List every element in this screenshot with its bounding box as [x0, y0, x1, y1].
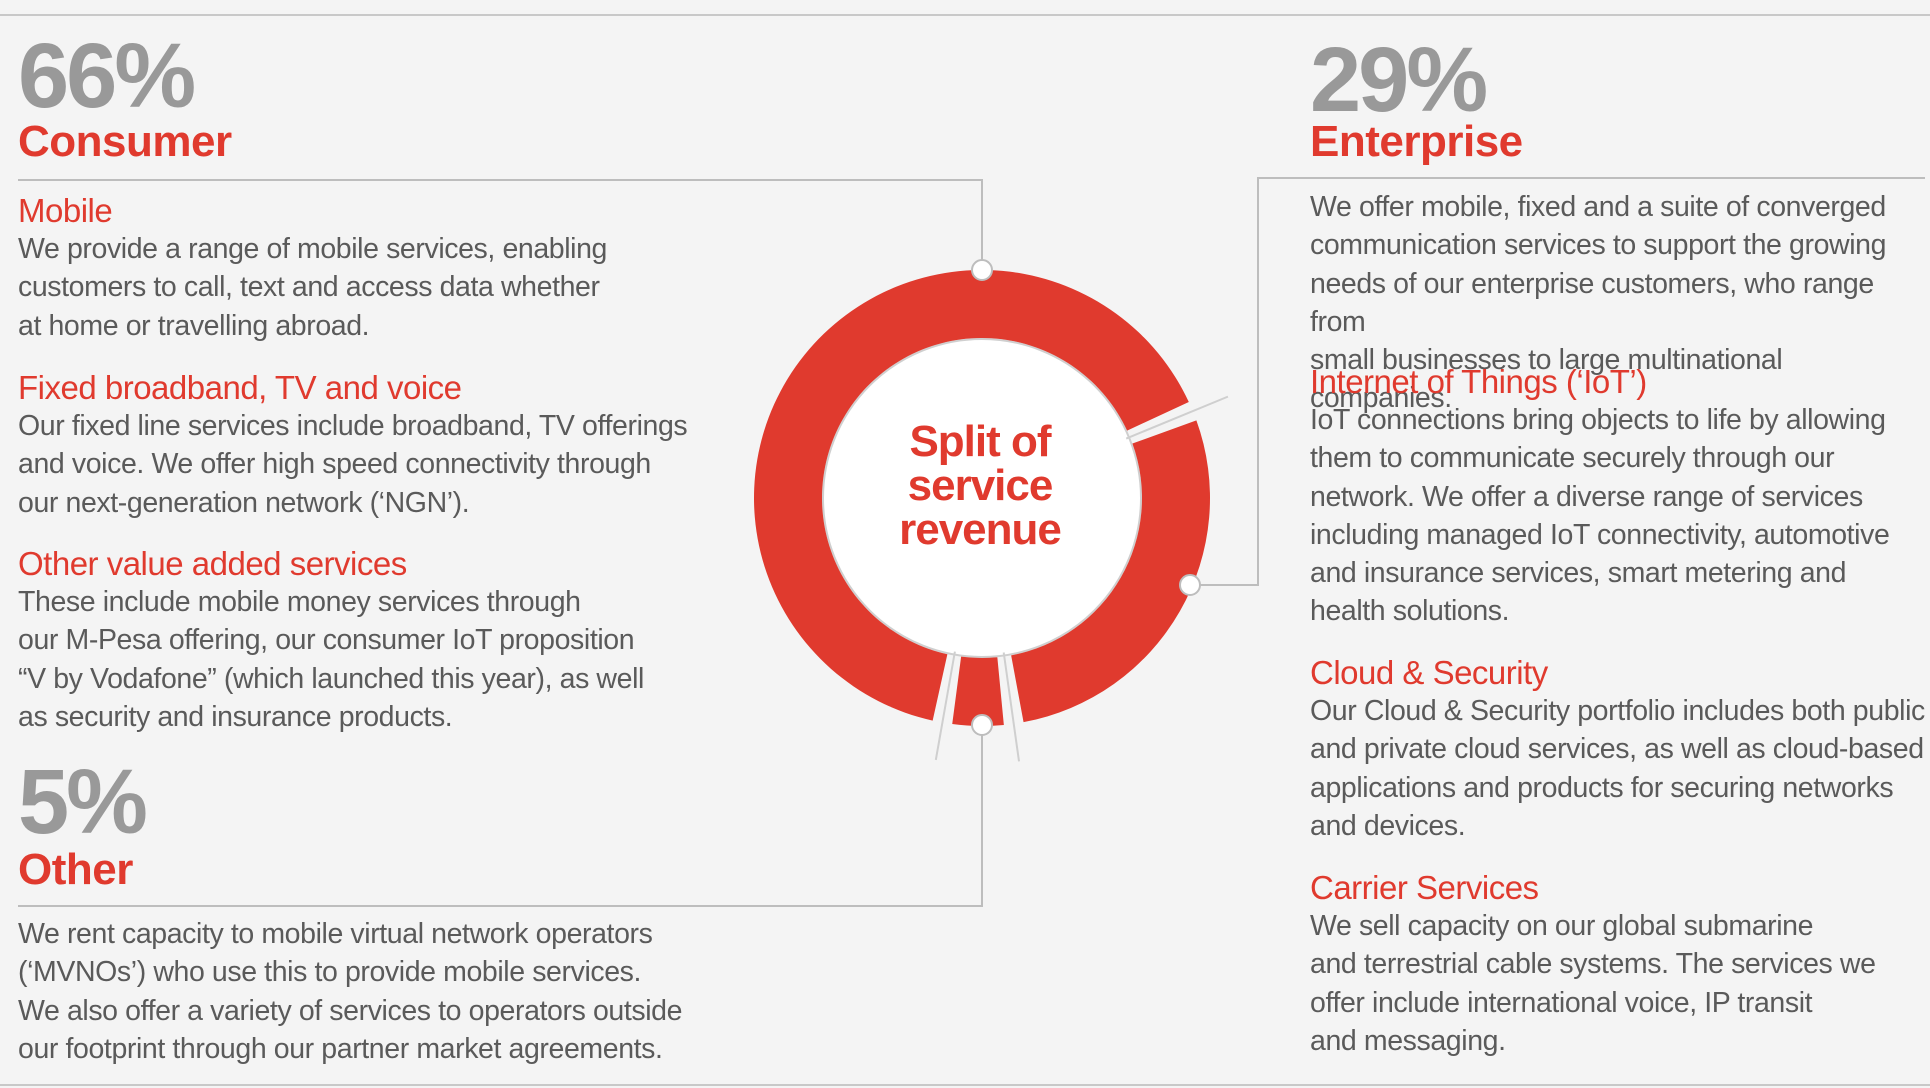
enterprise-item-iot: Internet of Things (‘IoT’) IoT connectio… — [1310, 363, 1890, 631]
slice-other — [952, 656, 1004, 726]
other-dot — [971, 714, 993, 736]
item-line: and insurance services, smart metering a… — [1310, 557, 1847, 590]
item-line: and voice. We offer high speed connectiv… — [18, 448, 651, 481]
consumer-title: Consumer — [18, 117, 232, 166]
item-line: offer include international voice, IP tr… — [1310, 986, 1813, 1019]
item-line: our M-Pesa offering, our consumer IoT pr… — [18, 624, 635, 657]
item-title: Carrier Services — [1310, 869, 1539, 906]
other-title: Other — [18, 845, 133, 894]
other-percent: 5% — [18, 751, 148, 853]
item-line: our next-generation network (‘NGN’). — [18, 486, 470, 519]
item-line: health solutions. — [1310, 595, 1510, 628]
center-label-line-3: revenue — [899, 505, 1062, 554]
item-line: and devices. — [1310, 809, 1466, 842]
item-line: We offer mobile, fixed and a suite of co… — [1310, 191, 1886, 223]
center-label-line-2: service — [907, 461, 1054, 510]
enterprise-connector — [1190, 177, 1925, 586]
item-title: Mobile — [18, 192, 113, 229]
bottom-rule — [0, 1084, 1930, 1086]
donut-center-disc — [822, 338, 1142, 658]
enterprise-title: Enterprise — [1310, 117, 1523, 166]
consumer-dot — [971, 259, 993, 281]
connector-dots — [971, 259, 1201, 736]
other-description: We rent capacity to mobile virtual netwo… — [18, 915, 682, 1068]
center-label-line-1: Split of — [909, 417, 1051, 466]
consumer-percent: 66% — [18, 25, 196, 127]
chart-center-label: Split of service revenue — [860, 420, 1100, 552]
item-line: We sell capacity on our global submarine — [1310, 910, 1814, 942]
item-line: These include mobile money services thro… — [18, 586, 581, 618]
slice-enterprise — [1011, 420, 1211, 723]
item-line: “V by Vodafone” (which launched this yea… — [18, 662, 644, 695]
consumer-item-mobile: Mobile We provide a range of mobile serv… — [18, 192, 607, 345]
item-line: We rent capacity to mobile virtual netwo… — [18, 918, 653, 950]
item-line: communication services to support the gr… — [1310, 229, 1887, 262]
item-line: We also offer a variety of services to o… — [18, 994, 683, 1027]
item-line: applications and products for securing n… — [1310, 771, 1894, 804]
donut-ring — [754, 270, 1229, 762]
item-line: needs of our enterprise customers, who r… — [1310, 267, 1874, 338]
enterprise-dot — [1179, 574, 1201, 596]
item-line: including managed IoT connectivity, auto… — [1310, 518, 1890, 551]
slice-separator — [1125, 395, 1229, 440]
item-line: as security and insurance products. — [18, 700, 453, 733]
item-line: and messaging. — [1310, 1024, 1506, 1057]
slice-separator — [934, 651, 956, 761]
other-connector — [18, 725, 983, 907]
consumer-item-other-vas: Other value added services These include… — [18, 545, 644, 736]
item-line: network. We offer a diverse range of ser… — [1310, 480, 1863, 513]
item-line: Our fixed line services include broadban… — [18, 410, 688, 442]
enterprise-item-cloud-security: Cloud & Security Our Cloud & Security po… — [1310, 654, 1925, 845]
item-line: and terrestrial cable systems. The servi… — [1310, 948, 1876, 981]
item-line: small businesses to large multinational … — [1310, 344, 1783, 415]
item-line: and private cloud services, as well as c… — [1310, 733, 1924, 766]
item-title: Other value added services — [18, 545, 407, 582]
item-line: customers to call, text and access data … — [18, 271, 600, 304]
enterprise-item-carrier-services: Carrier Services We sell capacity on our… — [1310, 869, 1876, 1060]
item-title: Internet of Things (‘IoT’) — [1310, 363, 1647, 400]
item-line: We provide a range of mobile services, e… — [18, 233, 608, 265]
consumer-connector — [18, 179, 983, 270]
consumer-item-fixed-broadband: Fixed broadband, TV and voice Our fixed … — [18, 369, 688, 522]
item-line: our footprint through our partner market… — [18, 1032, 663, 1065]
top-rule — [0, 14, 1930, 16]
connector-lines — [18, 177, 1925, 907]
item-line: them to communicate securely through our — [1310, 442, 1835, 475]
item-line: Our Cloud & Security portfolio includes … — [1310, 695, 1925, 727]
enterprise-intro: We offer mobile, fixed and a suite of co… — [1310, 188, 1930, 418]
enterprise-percent: 29% — [1310, 29, 1488, 131]
slice-separator — [1002, 652, 1021, 762]
item-line: at home or travelling abroad. — [18, 309, 370, 342]
item-line: IoT connections bring objects to life by… — [1310, 404, 1886, 436]
item-title: Fixed broadband, TV and voice — [18, 369, 462, 406]
item-line: (‘MVNOs’) who use this to provide mobile… — [18, 956, 642, 989]
item-title: Cloud & Security — [1310, 654, 1548, 691]
slice-consumer — [754, 270, 1189, 721]
